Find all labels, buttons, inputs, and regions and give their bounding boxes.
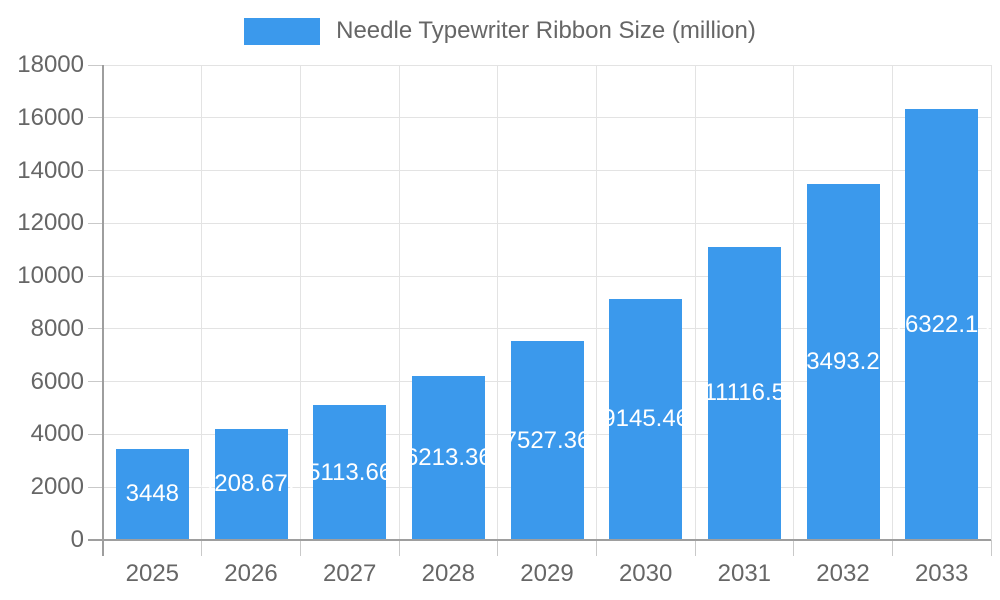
x-axis-tick [694,540,696,556]
x-axis-tick-label: 2027 [322,560,377,587]
x-axis-tick [299,540,301,556]
bar-value-label: 7527.36 [503,426,591,454]
y-axis-tick [88,64,103,66]
y-axis-tick [88,275,103,277]
bar-2030: 9145.46 [602,298,689,540]
bar-value-label: 5113.66 [307,458,393,486]
y-axis-tick [88,433,103,435]
x-axis-tick [398,540,400,556]
x-axis-tick [793,540,795,556]
x-axis-tick-label: 2033 [914,560,969,587]
h-gridline [103,170,991,172]
x-axis-tick-label: 2026 [224,560,278,587]
legend-label: Needle Typewriter Ribbon Size (million) [336,17,756,44]
y-axis-tick-label: 6000 [30,367,84,395]
y-axis-tick [88,117,103,119]
y-axis-tick [88,486,103,488]
v-gridline [793,65,795,540]
y-axis-tick [88,170,103,172]
y-axis-tick-label: 10000 [17,262,84,290]
x-axis-tick-label: 2025 [125,560,180,587]
y-axis-tick-label: 14000 [17,156,84,184]
v-gridline [891,65,893,540]
bar-2028: 6213.36 [405,376,492,540]
x-axis-line [88,539,991,541]
bar-2026: 4208.672 [201,428,301,540]
bar-2032: 13493.27 [793,183,893,540]
bar-2029: 7527.36 [504,341,590,540]
legend-color-swatch [244,17,321,45]
h-gridline [103,64,991,66]
v-gridline [398,65,400,540]
v-gridline [694,65,696,540]
x-axis-tick [497,540,499,556]
bar-2027: 5113.66 [307,405,392,540]
h-gridline [103,117,991,119]
chart-legend[interactable]: Needle Typewriter Ribbon Size (million) [0,15,1000,47]
y-axis-tick [88,381,103,383]
x-axis-tick-label: 2029 [520,560,574,587]
bar-value-label: 13493.27 [792,347,894,375]
y-axis-tick [88,222,103,224]
bar-value-label: 3448 [125,480,180,508]
x-axis-tick [891,540,893,556]
v-gridline [299,65,301,540]
y-axis-tick-label: 4000 [30,420,84,448]
bar-2025: 3448 [115,449,189,540]
y-axis-tick-label: 18000 [17,51,84,78]
bar-value-label: 4208.672 [200,470,302,498]
x-axis-tick-label: 2031 [717,560,772,587]
v-gridline [201,65,203,540]
h-gridline [103,222,991,224]
v-gridline [497,65,499,540]
y-axis-line [102,65,104,556]
x-axis-tick-label: 2032 [816,560,870,587]
v-gridline [990,65,992,540]
y-axis-tick-label: 8000 [30,314,84,342]
h-gridline [103,275,991,277]
x-axis-tick [990,540,992,556]
bar-value-label: 6213.36 [404,444,492,471]
x-axis-tick [595,540,597,556]
y-axis-tick-label: 2000 [30,473,84,501]
x-axis-tick-label: 2028 [421,560,476,587]
bar-value-label: 11116.5 [703,379,786,407]
h-gridline [103,328,991,330]
y-axis-tick-label: 16000 [17,103,84,131]
y-axis-tick-label: 0 [70,526,84,553]
bar-value-label: 9145.46 [602,405,690,433]
y-axis-tick-label: 12000 [17,209,84,237]
bar-2033: 16322.14 [892,109,992,540]
x-axis-tick [201,540,203,556]
v-gridline [595,65,597,540]
y-axis-tick [88,328,103,330]
bar-2031: 11116.5 [704,246,785,540]
x-axis-tick-label: 2030 [618,560,673,587]
bar-value-label: 16322.14 [891,310,992,338]
